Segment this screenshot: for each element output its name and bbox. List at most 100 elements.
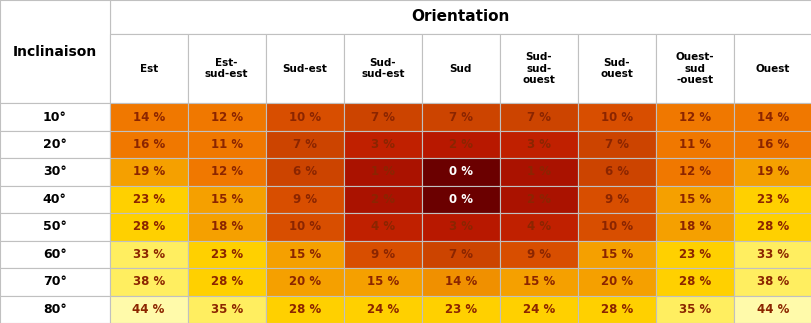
- Text: Est: Est: [139, 64, 157, 74]
- Bar: [500, 131, 577, 158]
- Text: 20 %: 20 %: [288, 275, 320, 288]
- Bar: [733, 34, 811, 103]
- Bar: [421, 268, 500, 296]
- Bar: [187, 34, 265, 103]
- Bar: [421, 186, 500, 213]
- Text: 2 %: 2 %: [526, 193, 550, 206]
- Text: 6 %: 6 %: [292, 165, 316, 179]
- Text: Ouest: Ouest: [755, 64, 789, 74]
- Bar: [577, 213, 655, 241]
- Bar: [265, 213, 343, 241]
- Text: 24 %: 24 %: [522, 303, 554, 316]
- Bar: [343, 213, 421, 241]
- Text: 28 %: 28 %: [678, 275, 710, 288]
- Text: 38 %: 38 %: [756, 275, 788, 288]
- Bar: [421, 241, 500, 268]
- Text: 15 %: 15 %: [678, 193, 710, 206]
- Text: 1 %: 1 %: [371, 165, 394, 179]
- Bar: [343, 131, 421, 158]
- Text: 35 %: 35 %: [210, 303, 242, 316]
- Text: 16 %: 16 %: [132, 138, 165, 151]
- Text: 70°: 70°: [43, 275, 67, 288]
- Text: 12 %: 12 %: [210, 165, 242, 179]
- Bar: [421, 213, 500, 241]
- Text: 15 %: 15 %: [210, 193, 242, 206]
- Bar: [0, 0, 109, 34]
- Text: 2 %: 2 %: [448, 138, 472, 151]
- Text: 28 %: 28 %: [210, 275, 242, 288]
- Text: Sud-
sud-est: Sud- sud-est: [361, 58, 404, 79]
- Bar: [577, 103, 655, 131]
- Bar: [109, 186, 187, 213]
- Text: 3 %: 3 %: [448, 220, 472, 234]
- Text: 12 %: 12 %: [678, 165, 710, 179]
- Text: 0 %: 0 %: [448, 165, 472, 179]
- Bar: [0, 131, 109, 158]
- Bar: [187, 268, 265, 296]
- Text: Sud: Sud: [449, 64, 471, 74]
- Bar: [343, 186, 421, 213]
- Bar: [265, 186, 343, 213]
- Bar: [0, 158, 109, 186]
- Bar: [187, 213, 265, 241]
- Text: 38 %: 38 %: [132, 275, 165, 288]
- Bar: [577, 268, 655, 296]
- Text: 14 %: 14 %: [756, 110, 788, 124]
- Text: 30°: 30°: [43, 165, 67, 179]
- Text: 9 %: 9 %: [604, 193, 629, 206]
- Text: 33 %: 33 %: [756, 248, 788, 261]
- Bar: [421, 296, 500, 323]
- Bar: [733, 103, 811, 131]
- Text: 23 %: 23 %: [444, 303, 476, 316]
- Bar: [109, 34, 187, 103]
- Text: 10 %: 10 %: [600, 110, 633, 124]
- Bar: [500, 158, 577, 186]
- Text: 4 %: 4 %: [526, 220, 550, 234]
- Text: 10 %: 10 %: [288, 220, 320, 234]
- Bar: [500, 268, 577, 296]
- Text: 10 %: 10 %: [600, 220, 633, 234]
- Bar: [187, 158, 265, 186]
- Text: 14 %: 14 %: [132, 110, 165, 124]
- Bar: [343, 103, 421, 131]
- Text: 18 %: 18 %: [210, 220, 242, 234]
- Text: 50°: 50°: [43, 220, 67, 234]
- Text: 28 %: 28 %: [288, 303, 320, 316]
- Bar: [733, 186, 811, 213]
- Bar: [0, 0, 109, 103]
- Text: 3 %: 3 %: [526, 138, 550, 151]
- Text: 28 %: 28 %: [756, 220, 788, 234]
- Text: 3 %: 3 %: [371, 138, 394, 151]
- Bar: [655, 186, 733, 213]
- Text: 7 %: 7 %: [448, 248, 472, 261]
- Text: 12 %: 12 %: [678, 110, 710, 124]
- Text: 7 %: 7 %: [371, 110, 394, 124]
- Text: 23 %: 23 %: [756, 193, 788, 206]
- Bar: [577, 296, 655, 323]
- Text: 7 %: 7 %: [604, 138, 629, 151]
- Bar: [655, 158, 733, 186]
- Bar: [0, 241, 109, 268]
- Text: 1 %: 1 %: [526, 165, 550, 179]
- Text: 19 %: 19 %: [756, 165, 788, 179]
- Bar: [265, 241, 343, 268]
- Bar: [187, 241, 265, 268]
- Text: 24 %: 24 %: [367, 303, 398, 316]
- Bar: [733, 213, 811, 241]
- Bar: [733, 158, 811, 186]
- Bar: [109, 213, 187, 241]
- Bar: [733, 131, 811, 158]
- Bar: [421, 131, 500, 158]
- Text: 23 %: 23 %: [132, 193, 165, 206]
- Text: Sud-
ouest: Sud- ouest: [599, 58, 633, 79]
- Text: 19 %: 19 %: [132, 165, 165, 179]
- Bar: [421, 158, 500, 186]
- Bar: [109, 103, 187, 131]
- Text: 7 %: 7 %: [526, 110, 550, 124]
- Bar: [421, 34, 500, 103]
- Text: 18 %: 18 %: [678, 220, 710, 234]
- Bar: [577, 34, 655, 103]
- Bar: [187, 296, 265, 323]
- Bar: [577, 186, 655, 213]
- Bar: [265, 103, 343, 131]
